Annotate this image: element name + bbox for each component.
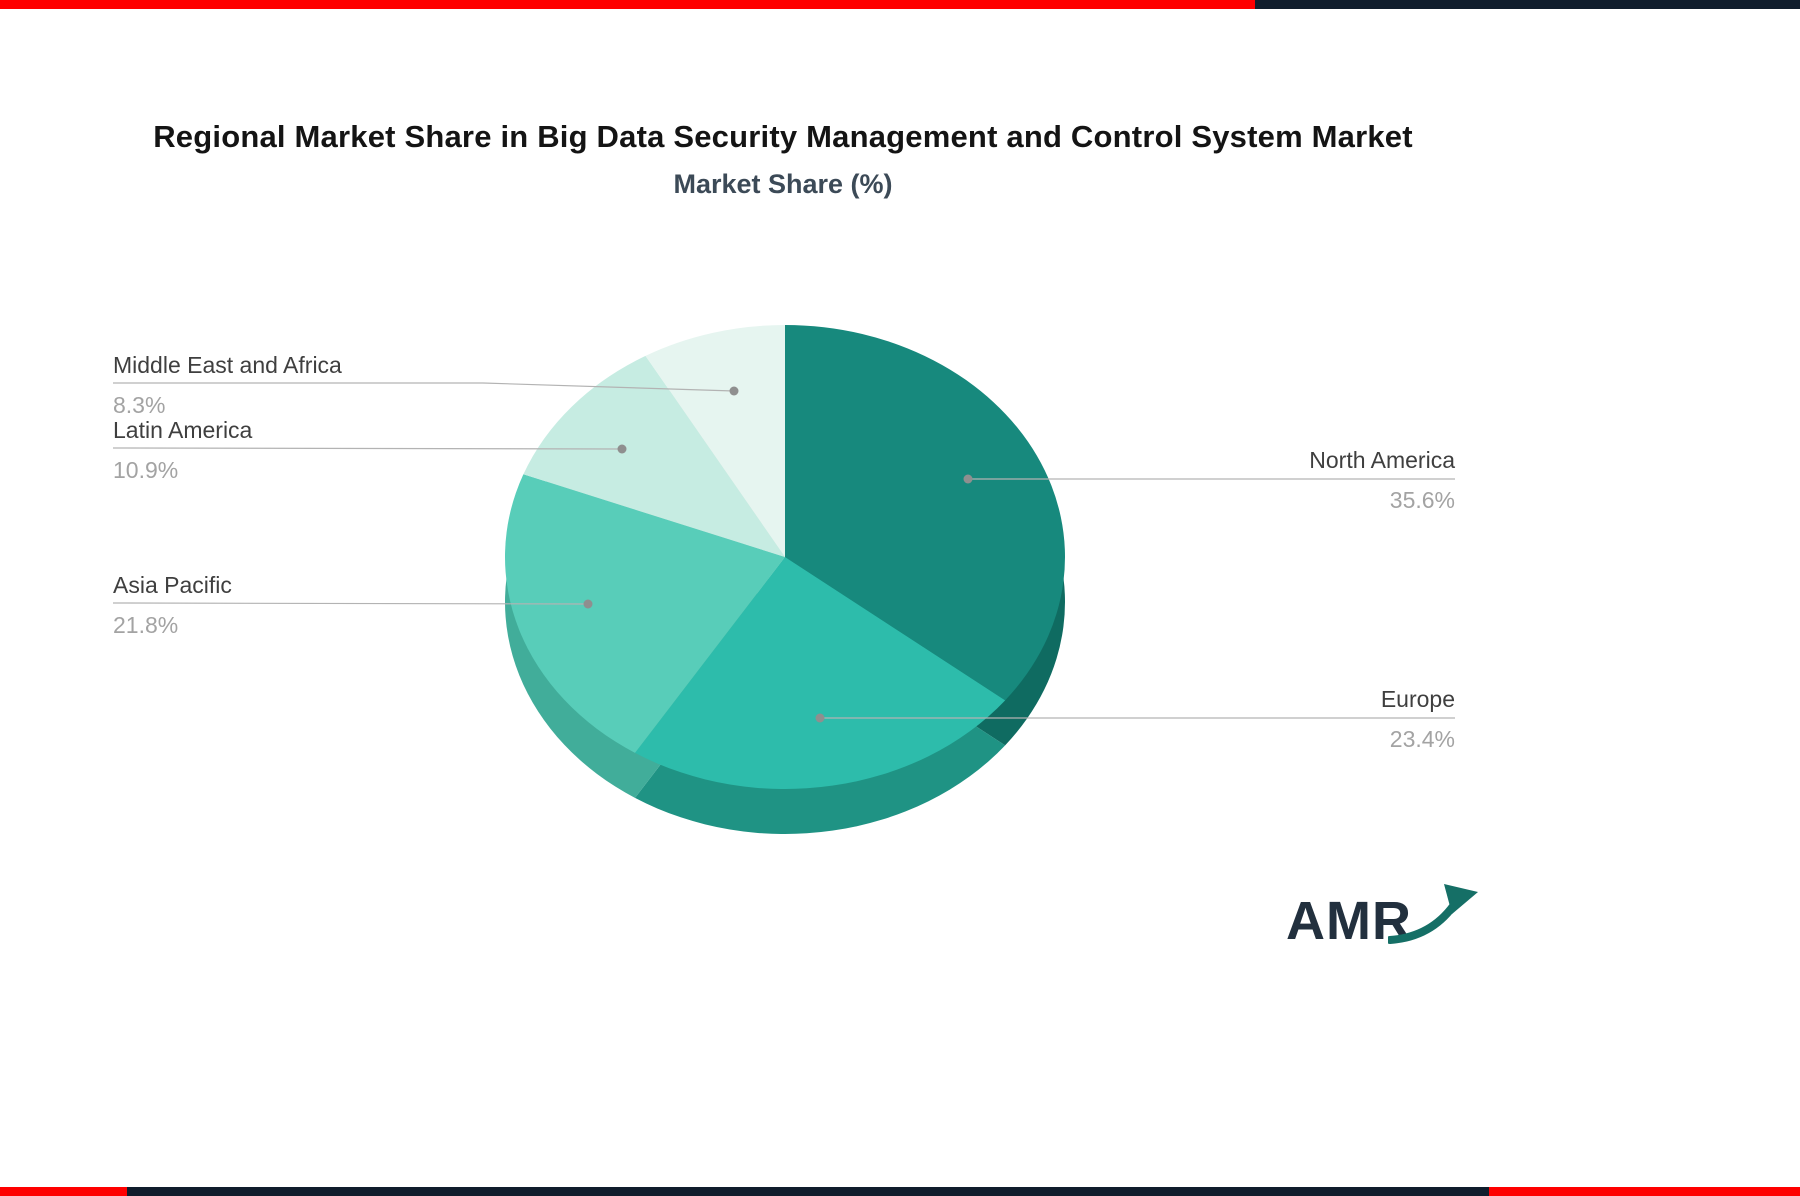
leader-dot-middle-east-and-africa — [729, 386, 739, 396]
pie-slice-latin-america[interactable] — [523, 355, 785, 557]
slice-value: 35.6% — [1389, 487, 1455, 513]
slice-name: Europe — [1380, 686, 1455, 712]
leader-dot-europe — [815, 713, 825, 723]
pie-slice-europe[interactable] — [634, 557, 1006, 789]
leader-dot-north-america — [963, 474, 973, 484]
amr-logo-arrow-icon — [1388, 884, 1478, 944]
slice-value: 10.9% — [113, 457, 179, 483]
chart-subtitle: Market Share (%) — [673, 169, 893, 199]
slice-name: Middle East and Africa — [113, 352, 342, 378]
slice-value: 23.4% — [1389, 726, 1455, 752]
bottom-edge-strip-red-right — [1489, 1187, 1800, 1196]
leader-line-latin-america — [112, 447, 623, 450]
leader-lines — [112, 382, 1455, 723]
slice-label-north-america: North America 35.6% — [1309, 447, 1455, 514]
leader-dot-asia-pacific — [583, 599, 593, 609]
slice-value: 21.8% — [113, 612, 179, 638]
pie-slices — [504, 325, 1065, 789]
amr-logo: AMR — [1286, 884, 1486, 964]
slice-label-asia-pacific: Asia Pacific 21.8% — [113, 572, 232, 639]
chart-title: Regional Market Share in Big Data Securi… — [153, 119, 1413, 154]
slice-value: 8.3% — [113, 392, 166, 418]
pie-slice-middle-east-and-africa[interactable] — [645, 325, 785, 557]
top-edge-strip-red — [0, 0, 1255, 9]
pie-slice-north-america[interactable] — [785, 325, 1065, 701]
slice-label-latin-america: Latin America 10.9% — [113, 417, 252, 484]
leader-line-middle-east-and-africa — [113, 382, 735, 392]
top-edge-strip-dark — [1255, 0, 1800, 9]
slice-label-middle-east-and-africa: Middle East and Africa 8.3% — [113, 352, 342, 419]
slice-name: Latin America — [113, 417, 253, 443]
bottom-edge-strip-red-left — [0, 1187, 127, 1196]
bottom-edge-strip-dark — [127, 1187, 1489, 1196]
slice-name: Asia Pacific — [113, 572, 232, 598]
pie-slice-asia-pacific[interactable] — [504, 474, 785, 753]
leader-dot-latin-america — [617, 444, 627, 454]
slice-label-europe: Europe 23.4% — [1381, 686, 1455, 753]
slice-name: North America — [1309, 447, 1455, 473]
leader-line-asia-pacific — [112, 602, 589, 605]
